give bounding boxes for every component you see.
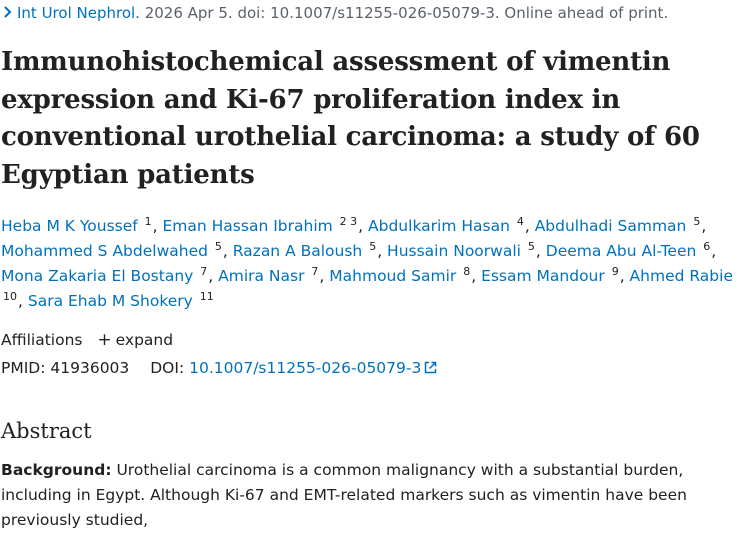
doi-link[interactable]: 10.1007/s11255-026-05079-3 (189, 359, 437, 377)
external-link-icon (424, 359, 437, 374)
affiliation-ref[interactable]: 11 (199, 289, 214, 303)
affiliation-ref[interactable]: 8 (463, 264, 471, 278)
affiliations-label: Affiliations (1, 331, 83, 349)
affiliation-ref[interactable]: 9 (611, 264, 619, 278)
doi-value: 10.1007/s11255-026-05079-3 (189, 359, 422, 377)
author-link[interactable]: Heba M K Youssef (1, 217, 138, 235)
affiliation-ref[interactable]: 7 (200, 264, 208, 278)
author-link[interactable]: Abdulkarim Hasan (368, 217, 510, 235)
author-link[interactable]: Essam Mandour (481, 267, 605, 285)
affiliation-ref[interactable]: 7 (311, 264, 319, 278)
identifiers-row: PMID: 41936003 DOI: 10.1007/s11255-026-0… (1, 358, 437, 378)
pmid-value: 41936003 (50, 359, 130, 377)
author-link[interactable]: Sara Ehab M Shokery (27, 292, 193, 310)
citation-line: Int Urol Nephrol. 2026 Apr 5. doi: 10.10… (3, 3, 668, 23)
author-link[interactable]: Mohammed S Abdelwahed (1, 242, 208, 260)
author-link[interactable]: Ahmed Rabie (629, 267, 733, 285)
affiliation-ref[interactable]: 5 (693, 214, 701, 228)
affiliations-expand-button[interactable]: + expand (97, 330, 174, 350)
author-link[interactable]: Hussain Noorwali (387, 242, 521, 260)
affiliation-ref[interactable]: 5 (369, 239, 377, 253)
affiliation-ref[interactable]: 10 (3, 289, 17, 303)
citation-details: 2026 Apr 5. doi: 10.1007/s11255-026-0507… (139, 4, 669, 22)
pmid-label: PMID: (1, 359, 46, 377)
abstract-background: Background: Urothelial carcinoma is a co… (1, 458, 743, 533)
affiliation-ref[interactable]: 5 (214, 239, 222, 253)
author-link[interactable]: Mahmoud Samir (329, 267, 457, 285)
journal-link[interactable]: Int Urol Nephrol. (17, 4, 140, 22)
author-link[interactable]: Razan A Baloush (232, 242, 363, 260)
author-list: Heba M K Youssef 1, Eman Hassan Ibrahim … (1, 214, 733, 310)
article-title: Immunohistochemical assessment of viment… (1, 47, 700, 190)
chevron-right-icon[interactable] (3, 3, 17, 23)
affiliation-ref[interactable]: 4 (516, 214, 524, 228)
author-link[interactable]: Eman Hassan Ibrahim (162, 217, 333, 235)
affiliation-ref[interactable]: 2 3 (339, 214, 358, 228)
abstract-heading: Abstract (1, 419, 92, 443)
author-link[interactable]: Mona Zakaria El Bostany (1, 267, 194, 285)
author-link[interactable]: Amira Nasr (218, 267, 305, 285)
affiliations-row: Affiliations + expand (1, 330, 173, 350)
expand-label: expand (115, 331, 174, 349)
background-label: Background: (1, 461, 112, 479)
affiliation-ref[interactable]: 1 (144, 214, 152, 228)
plus-icon: + (97, 330, 112, 350)
author-link[interactable]: Deema Abu Al-Teen (545, 242, 697, 260)
affiliation-ref[interactable]: 6 (703, 239, 711, 253)
author-link[interactable]: Abdulhadi Samman (534, 217, 687, 235)
affiliation-ref[interactable]: 5 (527, 239, 535, 253)
doi-label: DOI: (150, 359, 185, 377)
